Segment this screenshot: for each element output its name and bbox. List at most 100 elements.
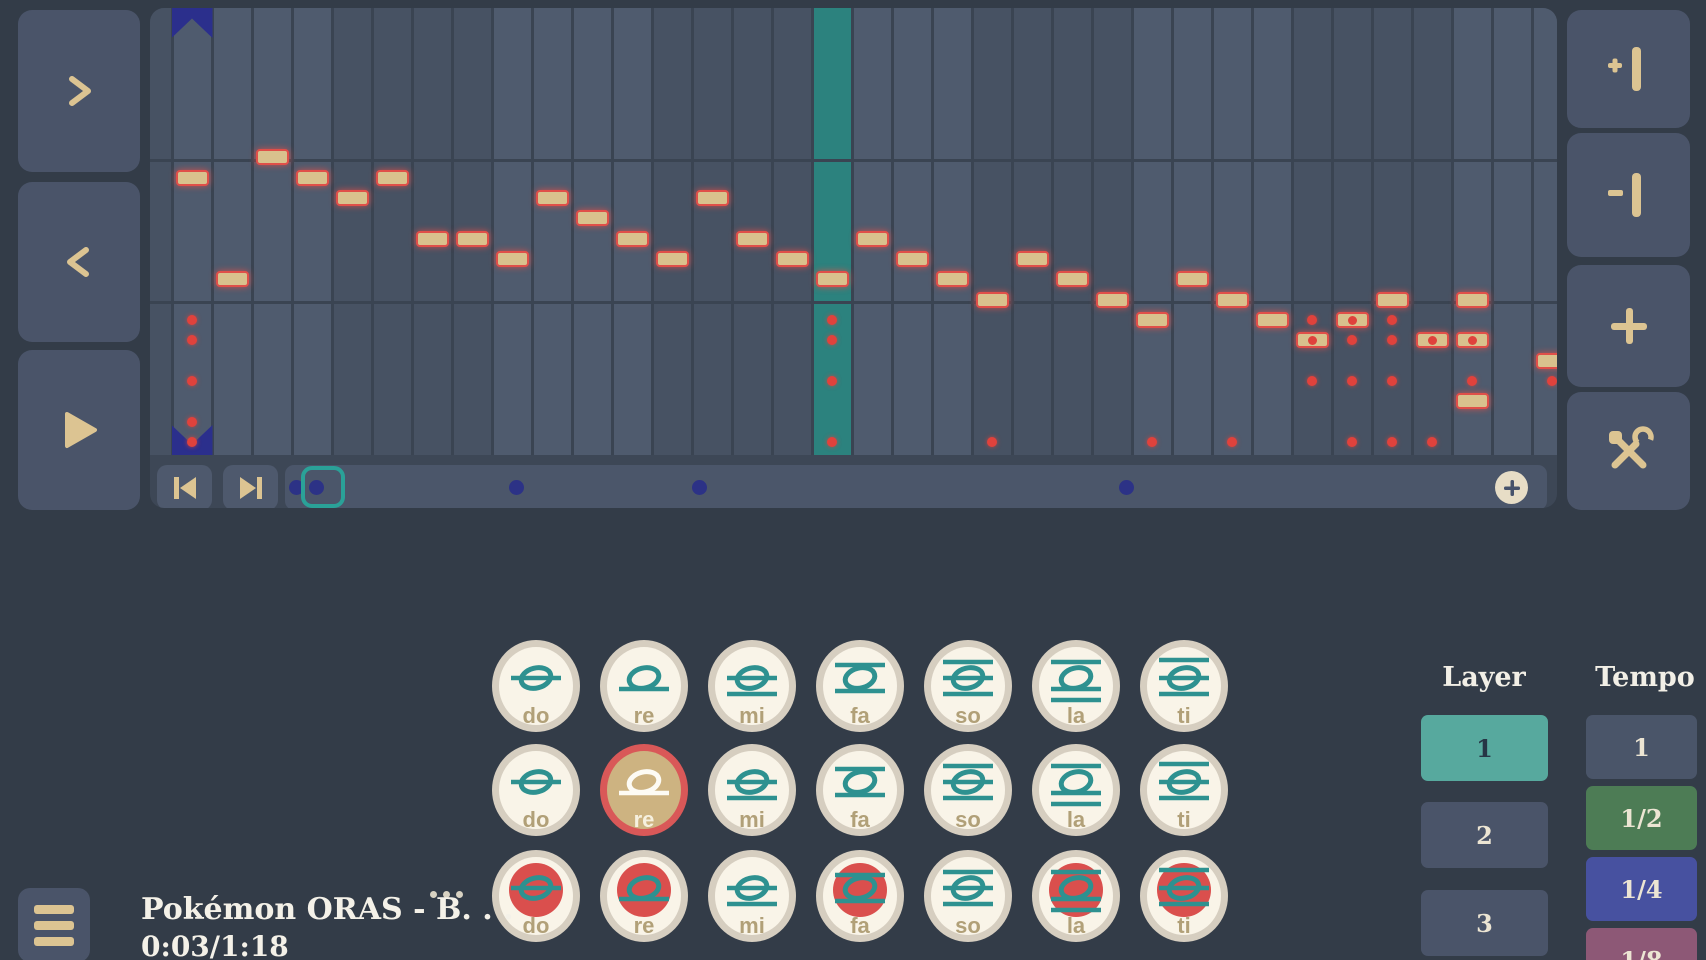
note[interactable] bbox=[1295, 332, 1329, 349]
note-button-so-row3[interactable]: so bbox=[924, 850, 1012, 942]
timeline-marker-dot[interactable] bbox=[309, 480, 324, 495]
grid-column[interactable] bbox=[1372, 8, 1412, 455]
skip-to-end-button[interactable] bbox=[223, 465, 278, 508]
note[interactable] bbox=[1095, 291, 1129, 308]
grid-column[interactable] bbox=[1052, 8, 1092, 455]
note-button-la-row1[interactable]: la bbox=[1032, 640, 1120, 732]
note-button-fa-row3[interactable]: fa bbox=[816, 850, 904, 942]
timeline-marker-dot[interactable] bbox=[1119, 480, 1134, 495]
step-back-button[interactable] bbox=[18, 182, 140, 342]
note[interactable] bbox=[295, 169, 329, 186]
grid-column[interactable] bbox=[372, 8, 412, 455]
grid-column[interactable] bbox=[572, 8, 612, 455]
note[interactable] bbox=[1415, 332, 1449, 349]
grid-column[interactable] bbox=[1212, 8, 1252, 455]
note[interactable] bbox=[215, 271, 249, 288]
note[interactable] bbox=[735, 230, 769, 247]
note-button-fa-row2[interactable]: fa bbox=[816, 744, 904, 836]
note-button-re-row2[interactable]: re bbox=[600, 744, 688, 836]
beat-dot[interactable] bbox=[1467, 376, 1477, 387]
timeline-marker-dot[interactable] bbox=[289, 480, 304, 495]
grid-column[interactable] bbox=[150, 8, 172, 455]
beat-dot[interactable] bbox=[1147, 437, 1157, 448]
note-grid[interactable] bbox=[150, 8, 1557, 455]
grid-column[interactable] bbox=[172, 8, 212, 455]
play-button[interactable] bbox=[18, 350, 140, 510]
beat-dot[interactable] bbox=[827, 335, 837, 346]
note[interactable] bbox=[1255, 312, 1289, 329]
beat-dot[interactable] bbox=[1387, 335, 1397, 346]
grid-column[interactable] bbox=[972, 8, 1012, 455]
note[interactable] bbox=[495, 251, 529, 268]
beat-dot[interactable] bbox=[187, 437, 197, 448]
grid-column[interactable] bbox=[532, 8, 572, 455]
grid-column[interactable] bbox=[212, 8, 252, 455]
note-button-do-row3[interactable]: do bbox=[492, 850, 580, 942]
grid-column[interactable] bbox=[1332, 8, 1372, 455]
note[interactable] bbox=[1455, 393, 1489, 410]
beat-dot[interactable] bbox=[1427, 437, 1437, 448]
timeline-marker-dot[interactable] bbox=[509, 480, 524, 495]
add-button[interactable] bbox=[1567, 265, 1690, 387]
note[interactable] bbox=[535, 190, 569, 207]
remove-column-button[interactable] bbox=[1567, 133, 1690, 257]
grid-column[interactable] bbox=[1412, 8, 1452, 455]
note[interactable] bbox=[655, 251, 689, 268]
note[interactable] bbox=[1055, 271, 1089, 288]
note[interactable] bbox=[415, 230, 449, 247]
beat-dot[interactable] bbox=[1307, 315, 1317, 326]
note-button-mi-row3[interactable]: mi bbox=[708, 850, 796, 942]
note[interactable] bbox=[695, 190, 729, 207]
note[interactable] bbox=[815, 271, 849, 288]
tools-button[interactable] bbox=[1567, 392, 1690, 510]
beat-dot[interactable] bbox=[187, 416, 197, 427]
note-button-ti-row3[interactable]: ti bbox=[1140, 850, 1228, 942]
beat-dot[interactable] bbox=[187, 315, 197, 326]
grid-column[interactable] bbox=[1292, 8, 1332, 455]
beat-dot[interactable] bbox=[1547, 376, 1557, 387]
tempo-button-1-8[interactable]: 1/8 bbox=[1586, 928, 1697, 960]
note-button-ti-row2[interactable]: ti bbox=[1140, 744, 1228, 836]
skip-to-start-button[interactable] bbox=[157, 465, 212, 508]
grid-column[interactable] bbox=[252, 8, 292, 455]
grid-column[interactable] bbox=[332, 8, 372, 455]
timeline-marker-dot[interactable] bbox=[692, 480, 707, 495]
note-button-ti-row1[interactable]: ti bbox=[1140, 640, 1228, 732]
grid-column[interactable] bbox=[1172, 8, 1212, 455]
beat-dot[interactable] bbox=[1387, 376, 1397, 387]
beat-dot[interactable] bbox=[1387, 315, 1397, 326]
beat-dot[interactable] bbox=[827, 437, 837, 448]
beat-dot[interactable] bbox=[1387, 437, 1397, 448]
note-button-la-row3[interactable]: la bbox=[1032, 850, 1120, 942]
layer-button-3[interactable]: 3 bbox=[1421, 890, 1548, 956]
beat-dot[interactable] bbox=[1347, 335, 1357, 346]
note[interactable] bbox=[935, 271, 969, 288]
layer-button-2[interactable]: 2 bbox=[1421, 802, 1548, 868]
grid-column[interactable] bbox=[692, 8, 732, 455]
note[interactable] bbox=[1335, 312, 1369, 329]
beat-dot[interactable] bbox=[827, 376, 837, 387]
grid-column[interactable] bbox=[1252, 8, 1292, 455]
beat-dot[interactable] bbox=[827, 315, 837, 326]
note[interactable] bbox=[775, 251, 809, 268]
beat-dot[interactable] bbox=[187, 335, 197, 346]
note-button-re-row3[interactable]: re bbox=[600, 850, 688, 942]
beat-dot[interactable] bbox=[1347, 437, 1357, 448]
note-button-mi-row1[interactable]: mi bbox=[708, 640, 796, 732]
tempo-button-1[interactable]: 1 bbox=[1586, 715, 1697, 779]
note[interactable] bbox=[1175, 271, 1209, 288]
grid-column[interactable] bbox=[292, 8, 332, 455]
note-button-do-row1[interactable]: do bbox=[492, 640, 580, 732]
beat-dot[interactable] bbox=[1227, 437, 1237, 448]
grid-column[interactable] bbox=[892, 8, 932, 455]
timeline-scrollbar[interactable] bbox=[285, 465, 1547, 508]
note[interactable] bbox=[1455, 291, 1489, 308]
grid-column[interactable] bbox=[1532, 8, 1557, 455]
note[interactable] bbox=[1455, 332, 1489, 349]
note-button-mi-row2[interactable]: mi bbox=[708, 744, 796, 836]
note-button-la-row2[interactable]: la bbox=[1032, 744, 1120, 836]
note[interactable] bbox=[375, 169, 409, 186]
grid-column[interactable] bbox=[1012, 8, 1052, 455]
grid-column[interactable] bbox=[1492, 8, 1532, 455]
beat-dot[interactable] bbox=[187, 376, 197, 387]
